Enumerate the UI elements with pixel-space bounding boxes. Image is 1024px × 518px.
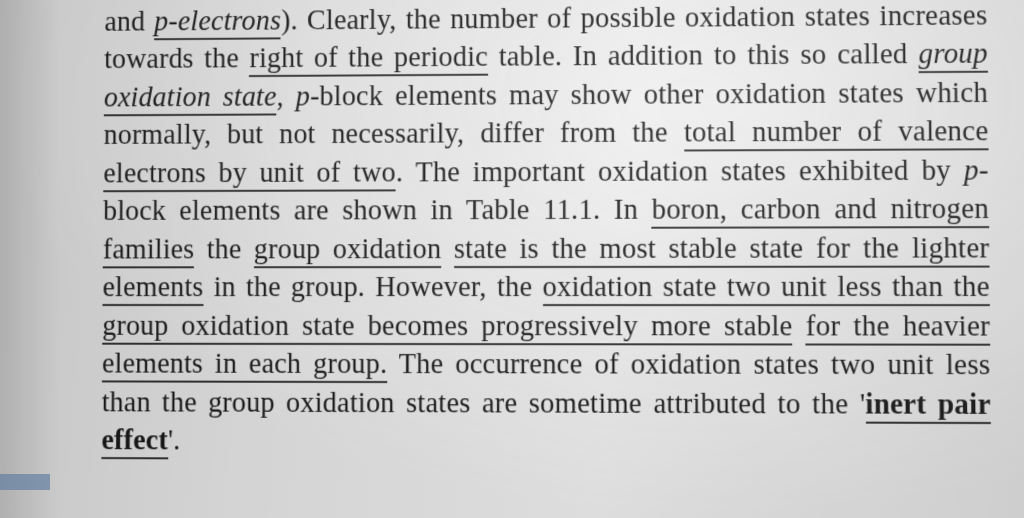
term-progressively-stable: group oxidation state becomes progressiv… <box>102 311 792 346</box>
text-fragment: addition to this so called <box>608 39 919 72</box>
text-fragment: -block <box>310 81 383 112</box>
text-fragment: exhibited by <box>799 155 964 187</box>
term-group-oxidation: group oxidation <box>254 234 442 268</box>
text-italic-p: p <box>296 82 310 113</box>
term-two-unit-less: oxidation state two unit less than the <box>543 272 990 306</box>
term-electrons-unit-two: electrons by unit of two <box>103 157 396 192</box>
text-fragment: ). Clearly, the number of possible oxida… <box>281 2 795 37</box>
text-fragment: . The important oxidation states <box>396 156 786 188</box>
text-fragment: in the <box>203 272 280 303</box>
text-fragment: '. <box>168 426 181 457</box>
text-fragment: but not necessarily, differ from the <box>227 118 684 151</box>
paragraph-body: and p-electrons). Clearly, the number of… <box>101 0 991 464</box>
text-fragment: table. In <box>488 42 597 74</box>
text-fragment: the <box>194 234 254 265</box>
text-italic-p: p <box>964 155 979 186</box>
textbook-page: and p-electrons). Clearly, the number of… <box>5 0 1024 465</box>
term-p-electrons: p-electrons <box>154 6 281 40</box>
term-total-valence: total number of valence <box>684 116 989 151</box>
term-right-periodic: right of the periodic <box>249 42 488 77</box>
text-fragment: , <box>277 82 296 113</box>
margin-marker <box>0 474 50 490</box>
text-fragment: and <box>104 7 154 38</box>
text-fragment: states are sometime attributed to the ' <box>406 388 865 421</box>
text-fragment: The occurrence of <box>387 349 618 381</box>
text-fragment: group. However, the <box>291 272 543 303</box>
